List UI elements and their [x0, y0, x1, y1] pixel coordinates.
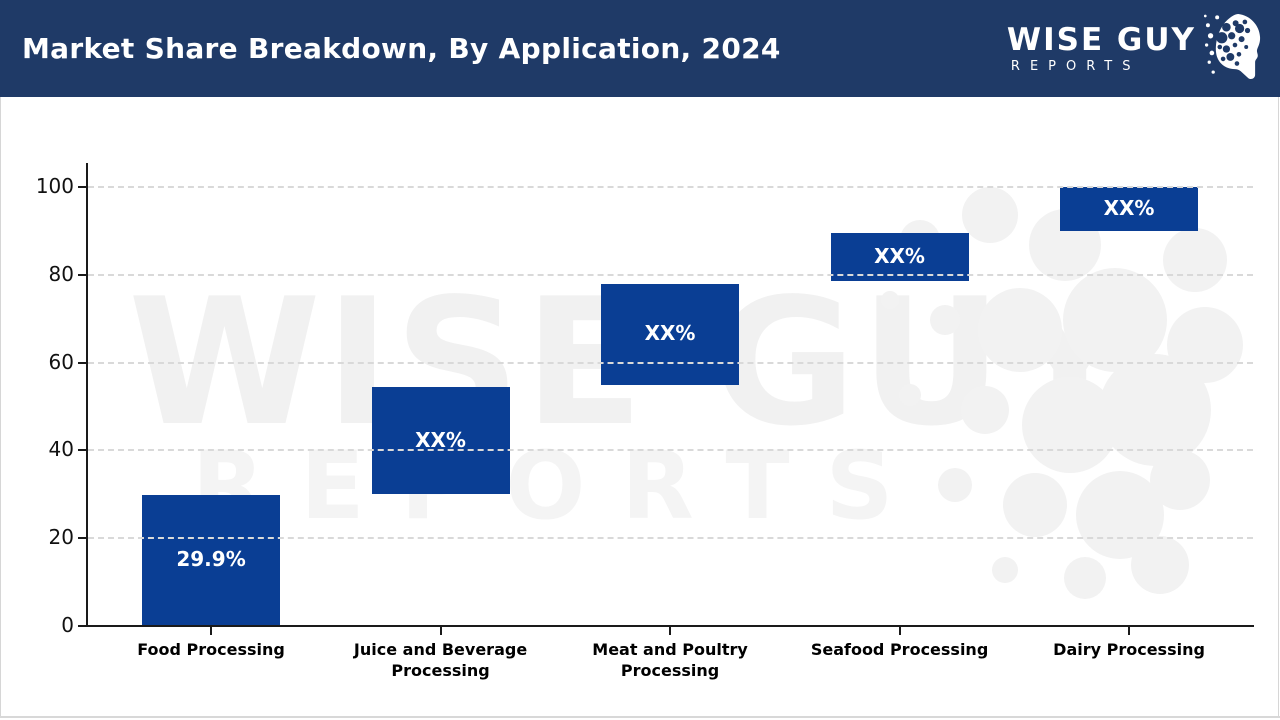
x-category-label: Juice and Beverage Processing [353, 640, 528, 680]
y-tick-label: 60 [48, 349, 74, 374]
y-tick-mark [78, 273, 86, 276]
page-title: Market Share Breakdown, By Application, … [22, 32, 781, 65]
x-category-label: Food Processing [137, 640, 285, 659]
gridline [88, 449, 1253, 452]
x-tick-mark [210, 627, 213, 635]
brand-logo: WISE GUY REPORTS [1007, 8, 1266, 90]
x-tick-mark [439, 627, 442, 635]
x-category-label: Seafood Processing [810, 640, 989, 659]
x-tick-mark [1128, 627, 1131, 635]
y-tick-label: 100 [35, 174, 74, 198]
bar-segment [601, 283, 740, 385]
gridline [88, 361, 1253, 364]
bar-segment [371, 386, 510, 495]
bar-value-label: XX% [415, 427, 466, 452]
y-axis-line [86, 163, 88, 627]
gridline [88, 537, 1253, 540]
bar-value-label: XX% [644, 321, 696, 346]
x-category-label: Meat and Poultry Processing [592, 640, 748, 680]
bottom-rule [0, 716, 1280, 718]
content-frame [0, 97, 1279, 717]
y-tick-label: 40 [48, 437, 74, 462]
y-tick-mark [78, 449, 86, 452]
y-tick-label: 0 [61, 613, 74, 637]
gridline [88, 273, 1253, 276]
y-tick-label: 20 [48, 525, 74, 550]
y-tick-mark [78, 361, 86, 364]
logo-wordmark: WISE GUY [1006, 21, 1196, 58]
y-tick-mark [78, 537, 86, 540]
x-tick-mark [669, 627, 672, 635]
header-bar: Market Share Breakdown, By Application, … [0, 0, 1280, 97]
bar-segment [142, 494, 281, 626]
bar-value-label: XX% [874, 244, 925, 269]
x-category-label: Dairy Processing [1053, 640, 1205, 659]
bar-segment [1060, 187, 1199, 231]
x-axis-line [86, 625, 1254, 627]
x-tick-mark [898, 627, 901, 635]
bar-value-label: 29.9% [176, 547, 246, 572]
y-tick-mark [78, 625, 86, 627]
watermark-subtext: REPORTS [192, 432, 930, 541]
dotted-head-profile-icon [1203, 14, 1261, 79]
bar-value-label: XX% [1103, 195, 1155, 220]
watermark-head-dots [881, 187, 1243, 599]
logo-subtext: REPORTS [1010, 59, 1141, 75]
brand-logo-text: WISE GUY REPORTS [1007, 24, 1196, 75]
y-tick-mark [78, 186, 86, 188]
bar-segment [830, 233, 969, 282]
gridline [88, 186, 1253, 188]
y-tick-label: 80 [48, 261, 74, 286]
